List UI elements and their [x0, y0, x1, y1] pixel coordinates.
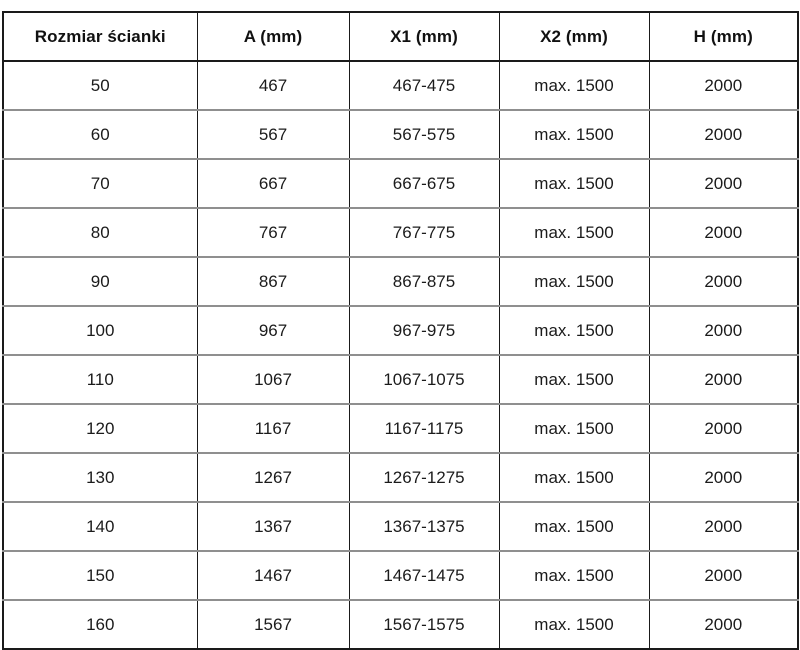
cell-h: 2000: [648, 404, 798, 454]
cell-x1: 1267-1275: [348, 453, 500, 503]
cell-size: 80: [3, 208, 198, 258]
cell-size: 140: [3, 502, 198, 552]
cell-x1: 1067-1075: [348, 355, 500, 405]
cell-h: 2000: [648, 600, 798, 649]
cell-x2: max. 1500: [498, 355, 650, 405]
column-header-h: H (mm): [648, 12, 798, 62]
cell-x2: max. 1500: [498, 453, 650, 503]
cell-h: 2000: [648, 453, 798, 503]
cell-h: 2000: [648, 257, 798, 307]
specification-table-container: Rozmiar ścianki A (mm) X1 (mm) X2 (mm) H…: [2, 11, 799, 650]
cell-h: 2000: [648, 159, 798, 209]
cell-size: 70: [3, 159, 198, 209]
column-header-x2: X2 (mm): [498, 12, 650, 62]
cell-size: 110: [3, 355, 198, 405]
cell-h: 2000: [648, 306, 798, 356]
cell-h: 2000: [648, 551, 798, 601]
table-row: 110 1067 1067-1075 max. 1500 2000: [3, 355, 798, 405]
cell-x2: max. 1500: [498, 61, 650, 111]
table-header: Rozmiar ścianki A (mm) X1 (mm) X2 (mm) H…: [3, 12, 798, 62]
cell-size: 60: [3, 110, 198, 160]
cell-a: 667: [196, 159, 350, 209]
cell-a: 1067: [196, 355, 350, 405]
table-row: 50 467 467-475 max. 1500 2000: [3, 61, 798, 111]
column-header-size: Rozmiar ścianki: [3, 12, 198, 62]
table-row: 150 1467 1467-1475 max. 1500 2000: [3, 551, 798, 601]
table-row: 140 1367 1367-1375 max. 1500 2000: [3, 502, 798, 552]
cell-x1: 467-475: [348, 61, 500, 111]
cell-a: 767: [196, 208, 350, 258]
cell-size: 150: [3, 551, 198, 601]
cell-x1: 1467-1475: [348, 551, 500, 601]
cell-x1: 767-775: [348, 208, 500, 258]
cell-x2: max. 1500: [498, 502, 650, 552]
cell-x1: 867-875: [348, 257, 500, 307]
cell-x1: 967-975: [348, 306, 500, 356]
table-header-row: Rozmiar ścianki A (mm) X1 (mm) X2 (mm) H…: [3, 12, 798, 62]
cell-a: 1367: [196, 502, 350, 552]
cell-size: 160: [3, 600, 198, 649]
cell-x2: max. 1500: [498, 306, 650, 356]
table-row: 160 1567 1567-1575 max. 1500 2000: [3, 600, 798, 649]
table-row: 100 967 967-975 max. 1500 2000: [3, 306, 798, 356]
cell-a: 1167: [196, 404, 350, 454]
cell-size: 90: [3, 257, 198, 307]
table-row: 120 1167 1167-1175 max. 1500 2000: [3, 404, 798, 454]
cell-a: 467: [196, 61, 350, 111]
table-row: 90 867 867-875 max. 1500 2000: [3, 257, 798, 307]
table-row: 80 767 767-775 max. 1500 2000: [3, 208, 798, 258]
cell-a: 1567: [196, 600, 350, 649]
cell-h: 2000: [648, 502, 798, 552]
cell-x2: max. 1500: [498, 159, 650, 209]
cell-x1: 567-575: [348, 110, 500, 160]
table-row: 70 667 667-675 max. 1500 2000: [3, 159, 798, 209]
column-header-x1: X1 (mm): [348, 12, 500, 62]
cell-x2: max. 1500: [498, 110, 650, 160]
cell-size: 130: [3, 453, 198, 503]
cell-h: 2000: [648, 110, 798, 160]
cell-x2: max. 1500: [498, 208, 650, 258]
cell-x1: 1167-1175: [348, 404, 500, 454]
cell-size: 50: [3, 61, 198, 111]
cell-a: 1267: [196, 453, 350, 503]
cell-a: 567: [196, 110, 350, 160]
cell-x2: max. 1500: [498, 257, 650, 307]
cell-a: 967: [196, 306, 350, 356]
cell-x1: 1567-1575: [348, 600, 500, 649]
cell-a: 867: [196, 257, 350, 307]
cell-x1: 1367-1375: [348, 502, 500, 552]
cell-x1: 667-675: [348, 159, 500, 209]
specification-table: Rozmiar ścianki A (mm) X1 (mm) X2 (mm) H…: [2, 11, 799, 650]
table-row: 60 567 567-575 max. 1500 2000: [3, 110, 798, 160]
cell-a: 1467: [196, 551, 350, 601]
cell-x2: max. 1500: [498, 551, 650, 601]
column-header-a: A (mm): [196, 12, 350, 62]
cell-size: 100: [3, 306, 198, 356]
cell-x2: max. 1500: [498, 600, 650, 649]
cell-size: 120: [3, 404, 198, 454]
table-body: 50 467 467-475 max. 1500 2000 60 567 567…: [3, 61, 798, 649]
cell-x2: max. 1500: [498, 404, 650, 454]
cell-h: 2000: [648, 208, 798, 258]
table-row: 130 1267 1267-1275 max. 1500 2000: [3, 453, 798, 503]
cell-h: 2000: [648, 355, 798, 405]
cell-h: 2000: [648, 61, 798, 111]
